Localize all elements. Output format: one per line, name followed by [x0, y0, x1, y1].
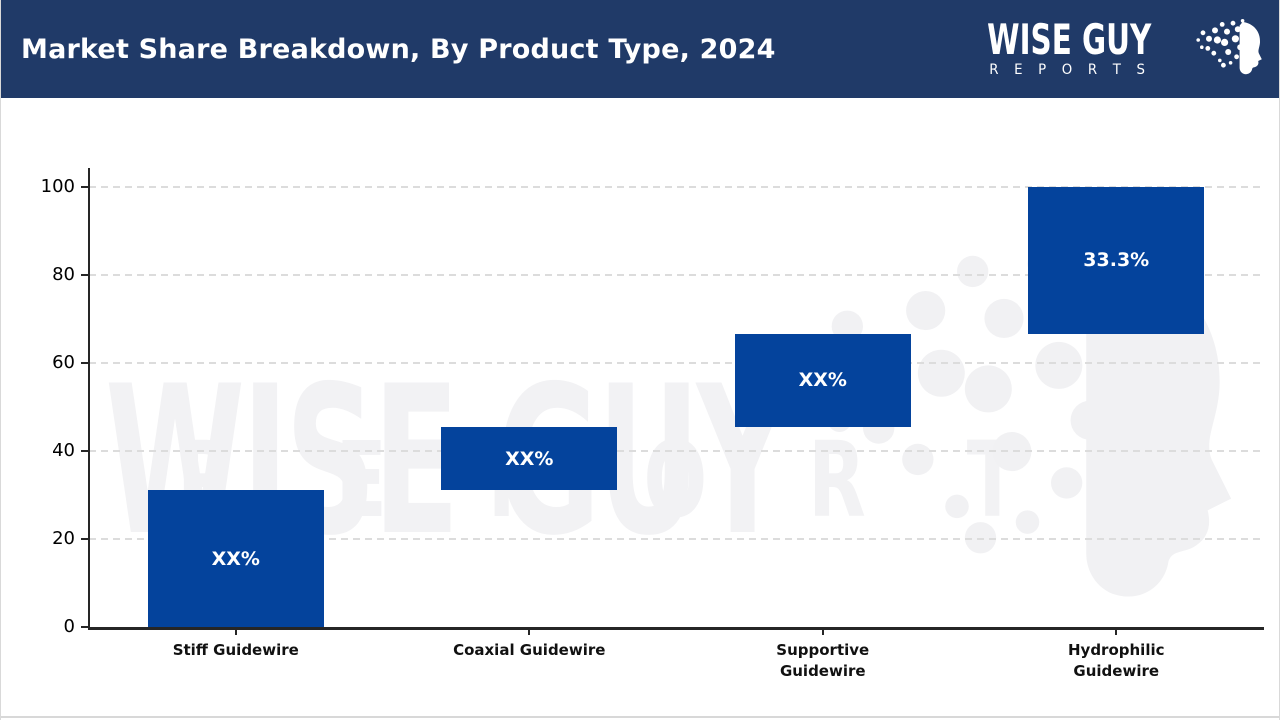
- y-tick-mark: [81, 362, 89, 364]
- y-tick-label: 0: [63, 616, 75, 637]
- x-tick-mark: [821, 627, 824, 635]
- header: Market Share Breakdown, By Product Type,…: [1, 0, 1279, 98]
- bar-stiff-guidewire: XX%: [147, 490, 324, 627]
- brand-logo: WISE GUY R E P O R T S: [952, 7, 1263, 91]
- gridline-80: [89, 274, 1263, 276]
- y-tick-label: 20: [52, 528, 75, 549]
- brand-name: WISE GUY: [987, 15, 1152, 64]
- y-tick-label: 60: [52, 352, 75, 373]
- brand-logo-text: WISE GUY R E P O R T S: [952, 15, 1187, 79]
- x-tick-mark: [1115, 627, 1118, 635]
- y-tick-mark: [81, 450, 89, 452]
- bar-value-label: XX%: [505, 447, 554, 470]
- page-title: Market Share Breakdown, By Product Type,…: [21, 33, 776, 65]
- y-tick-mark: [81, 274, 89, 276]
- bar-value-label: XX%: [211, 547, 260, 570]
- x-tick-mark: [528, 627, 531, 635]
- y-tick-label: 40: [52, 440, 75, 461]
- chart-area: WISE GUY R E P O R T S 0 20 40 60 80 100 XX% St…: [1, 98, 1279, 720]
- category-label: Stiff Guidewire: [172, 641, 299, 659]
- bar-supportive-guidewire: XX%: [734, 333, 911, 428]
- brand-subtitle: R E P O R T S: [989, 62, 1151, 78]
- y-tick-mark: [81, 538, 89, 540]
- gridline-20: [89, 538, 1263, 540]
- y-tick-label: 80: [52, 264, 75, 285]
- y-axis-line: [88, 168, 90, 627]
- category-label: Coaxial Guidewire: [453, 641, 606, 659]
- brand-face-icon: [1196, 19, 1262, 75]
- gridline-100: [89, 186, 1263, 188]
- bottom-divider: [1, 716, 1279, 718]
- x-axis-line: [88, 627, 1264, 630]
- bar-coaxial-guidewire: XX%: [441, 427, 618, 491]
- gridline-40: [89, 450, 1263, 452]
- category-label: Supportive Guidewire: [776, 641, 870, 680]
- y-tick-label: 100: [40, 176, 75, 197]
- gridline-60: [89, 362, 1263, 364]
- y-tick-mark: [81, 626, 89, 628]
- bar-hydrophilic-guidewire: 33.3%: [1028, 187, 1205, 334]
- bar-value-label: XX%: [798, 369, 847, 392]
- bar-value-label: 33.3%: [1083, 249, 1150, 272]
- category-label: Hydrophilic Guidewire: [1067, 641, 1165, 680]
- x-tick-mark: [234, 627, 237, 635]
- y-tick-mark: [81, 186, 89, 188]
